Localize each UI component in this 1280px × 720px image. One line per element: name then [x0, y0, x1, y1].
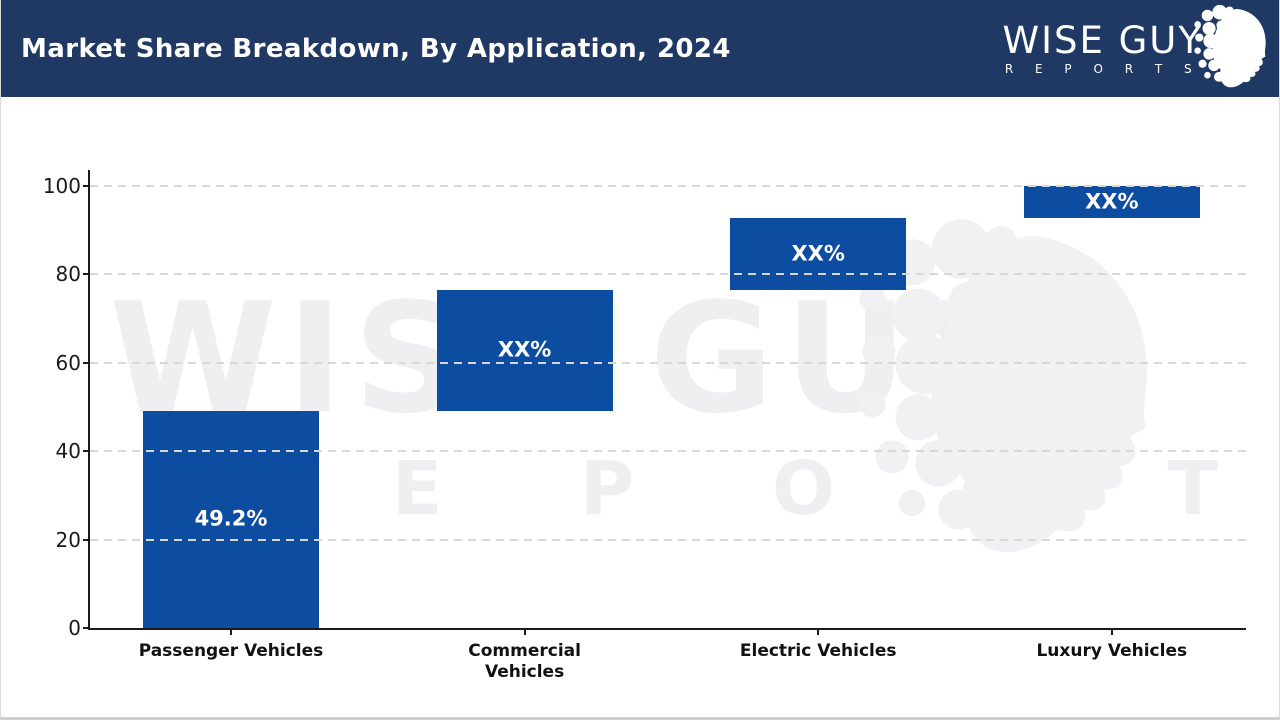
x-tick-mark [817, 628, 820, 635]
bar-value-label: XX% [1085, 189, 1139, 214]
bar-value-label: 49.2% [194, 506, 268, 531]
logo-wordmark: WISE GUY [1002, 18, 1203, 62]
y-tick-label: 60 [55, 350, 81, 375]
y-tick-mark [83, 450, 90, 453]
bar-value-label: XX% [497, 337, 552, 362]
y-tick-label: 20 [55, 527, 81, 552]
y-tick-mark [83, 361, 90, 364]
x-tick-mark [230, 628, 232, 635]
y-tick-mark [83, 627, 90, 629]
bar-passenger-vehicles [143, 410, 319, 628]
y-tick-label: 80 [55, 262, 81, 287]
y-tick-mark [83, 538, 90, 541]
bar-luxury-vehicles [1023, 186, 1200, 218]
logo-subtitle: R E P O R T S [1004, 62, 1201, 77]
logo-text: WISE GUY R E P O R T S [1002, 18, 1203, 77]
y-tick-mark [83, 185, 90, 187]
x-tick-label: Passenger Vehicles [138, 641, 324, 661]
x-tick-label: Electric Vehicles [739, 641, 897, 661]
y-axis-line [88, 170, 90, 630]
x-tick-label: Commercial Vehicles [468, 641, 581, 683]
y-tick-mark [83, 273, 90, 276]
y-tick-label: 40 [55, 439, 81, 464]
x-axis-line [88, 628, 1246, 630]
wiseguy-logo: WISE GUY R E P O R T S [1003, 4, 1275, 94]
gridline [90, 538, 1246, 541]
header-bar: Market Share Breakdown, By Application, … [1, 0, 1279, 97]
logo-head-icon [1189, 4, 1275, 94]
x-tick-mark [523, 628, 526, 635]
bar-electric-vehicles [730, 217, 907, 290]
gridline [90, 273, 1246, 276]
x-tick-mark [1110, 628, 1113, 635]
gridline [90, 361, 1246, 364]
bar-value-label: XX% [791, 241, 845, 266]
y-tick-label: 100 [42, 174, 81, 198]
chart-title: Market Share Breakdown, By Application, … [21, 33, 731, 64]
gridline [90, 185, 1246, 187]
gridline [90, 450, 1246, 453]
y-tick-label: 0 [68, 616, 81, 640]
bar-commercial-vehicles [436, 289, 613, 411]
x-tick-label: Luxury Vehicles [1036, 641, 1188, 661]
